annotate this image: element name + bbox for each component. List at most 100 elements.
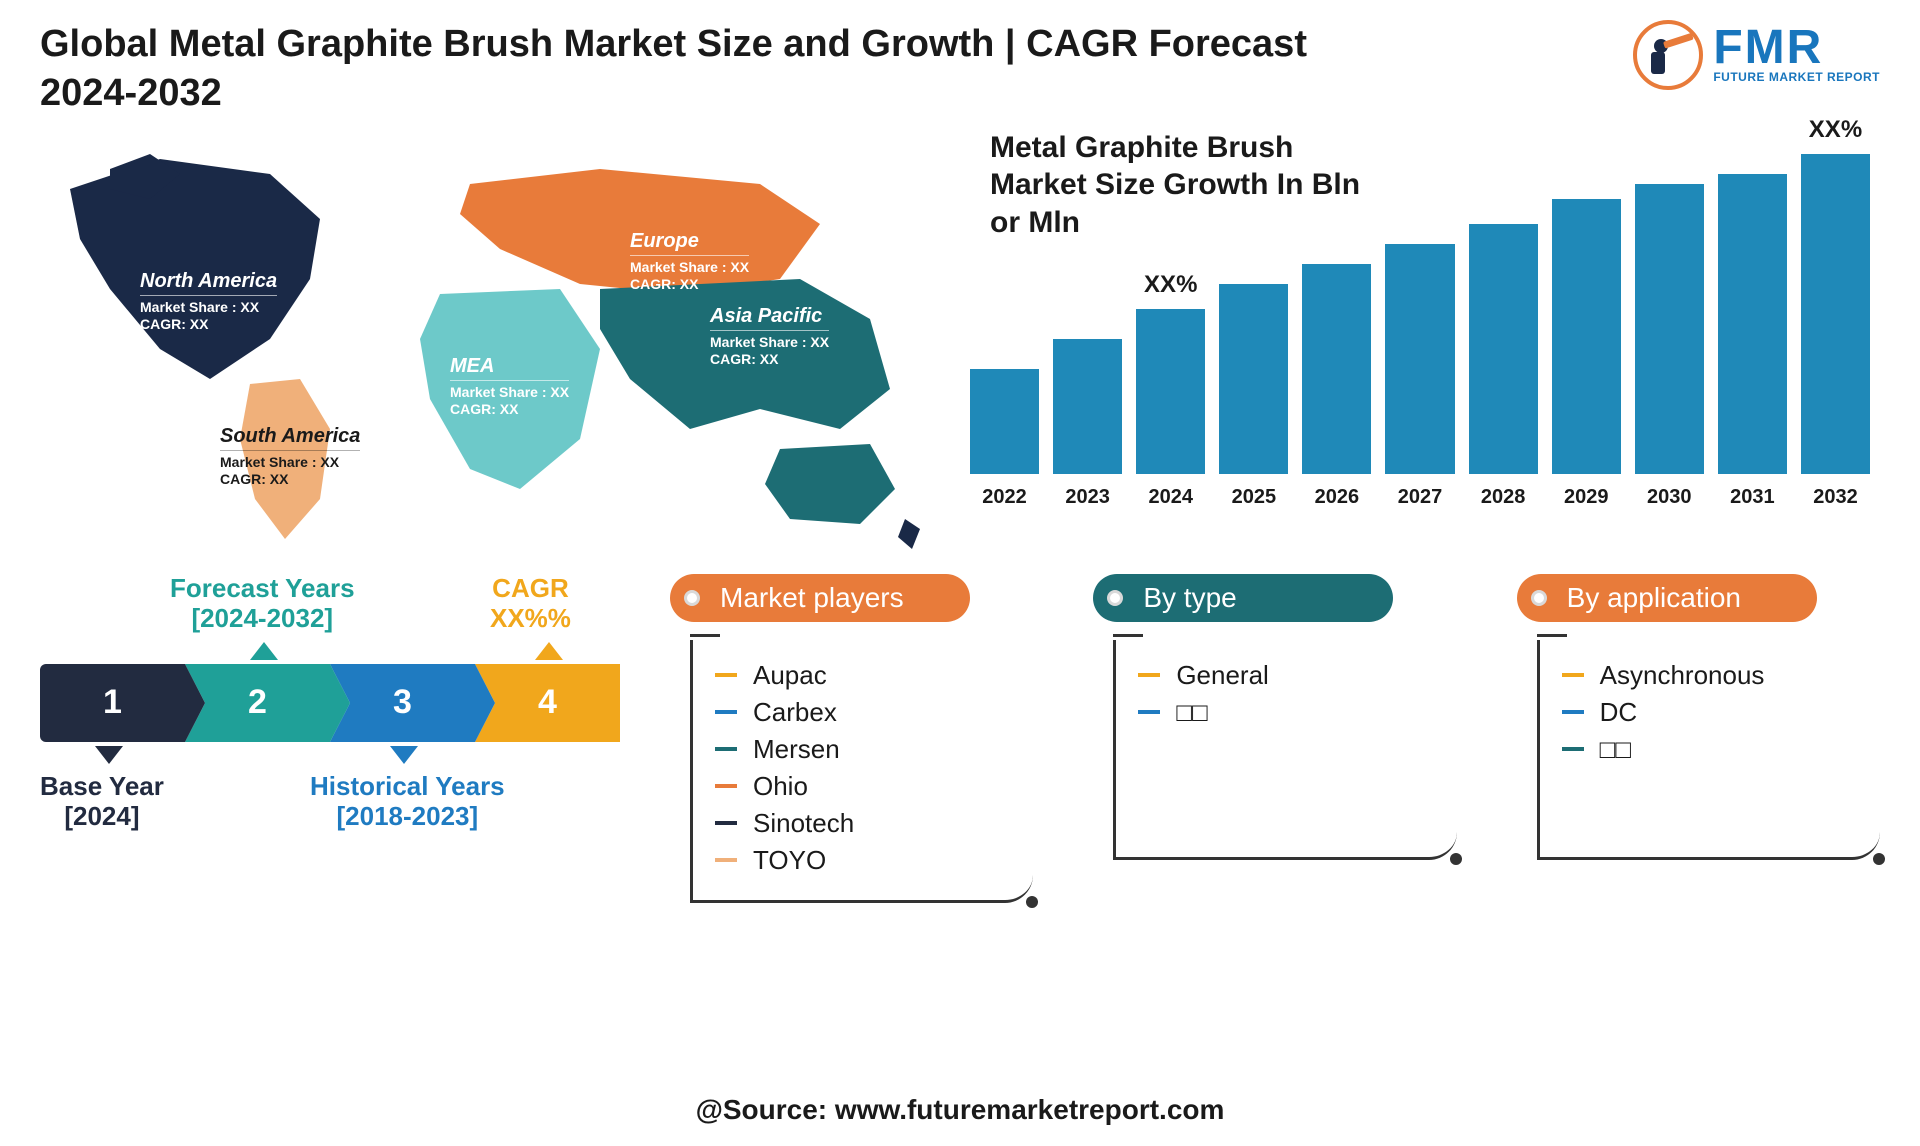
bar-year-label: 2027 (1398, 486, 1443, 509)
region-label: EuropeMarket Share : XXCAGR: XX (630, 229, 749, 293)
category-column: By typeGeneral□□ (1093, 574, 1456, 903)
region-cagr: CAGR: XX (140, 316, 208, 332)
step-number: 3 (393, 683, 412, 722)
timeline-block: 1234 Forecast Years[2024-2032]CAGRXX%%Ba… (40, 574, 620, 742)
historical-arrow-icon (390, 746, 418, 764)
region-share: Market Share : XX (140, 299, 259, 315)
bar-year-label: 2032 (1813, 486, 1858, 509)
category-column: By application Asynchronous DC □□ (1517, 574, 1880, 903)
category-item-label: □□ (1176, 697, 1207, 728)
bullet-icon (1562, 673, 1584, 677)
cagr-arrow-icon (535, 642, 563, 660)
bar-column: 2026 (1302, 264, 1371, 509)
bar-year-label: 2029 (1564, 486, 1609, 509)
category-item: Ohio (715, 771, 1013, 802)
bar (1635, 184, 1704, 474)
bullet-icon (715, 673, 737, 677)
region-share: Market Share : XX (450, 384, 569, 400)
bar-year-label: 2028 (1481, 486, 1526, 509)
bar-column: 2025 (1219, 284, 1288, 509)
pill-label: Market players (720, 582, 904, 614)
bullet-icon (1562, 747, 1584, 751)
region-cagr: CAGR: XX (710, 351, 778, 367)
pill-label: By type (1143, 582, 1236, 614)
timeline-step: 1 (40, 664, 185, 742)
bullet-icon (715, 784, 737, 788)
bar (1219, 284, 1288, 474)
timeline-step: 3 (330, 664, 475, 742)
page-title: Global Metal Graphite Brush Market Size … (40, 20, 1340, 119)
category-item-label: Aupac (753, 660, 827, 691)
bar (1136, 309, 1205, 474)
forecast-label: Forecast Years[2024-2032] (170, 574, 355, 634)
bar (1718, 174, 1787, 474)
region-label: MEAMarket Share : XXCAGR: XX (450, 354, 569, 418)
pill-label: By application (1567, 582, 1741, 614)
bar (1302, 264, 1371, 474)
region-share: Market Share : XX (710, 334, 829, 350)
bar-year-label: 2024 (1148, 486, 1193, 509)
pill-dot-icon (1107, 590, 1123, 606)
region-cagr: CAGR: XX (220, 471, 288, 487)
forecast-arrow-icon (250, 642, 278, 660)
bar-column: XX%2024 (1136, 309, 1205, 509)
bar-year-label: 2022 (982, 486, 1027, 509)
category-item: DC (1562, 697, 1860, 728)
category-pill: By type (1093, 574, 1393, 622)
bar (1053, 339, 1122, 474)
timeline-chevrons: 1 2 3 4 (40, 664, 620, 742)
bar (1469, 224, 1538, 474)
main-row: North AmericaMarket Share : XXCAGR: XX So… (40, 129, 1880, 549)
category-item-label: Mersen (753, 734, 840, 765)
region-label: South AmericaMarket Share : XXCAGR: XX (220, 424, 360, 488)
category-item: TOYO (715, 845, 1013, 876)
bar (1801, 154, 1870, 474)
category-item: Carbex (715, 697, 1013, 728)
bullet-icon (715, 858, 737, 862)
region-label: North AmericaMarket Share : XXCAGR: XX (140, 269, 277, 333)
category-item: Asynchronous (1562, 660, 1860, 691)
region-name: South America (220, 424, 360, 451)
category-item-label: □□ (1600, 734, 1631, 765)
cagr-label: CAGRXX%% (490, 574, 571, 634)
bullet-icon (715, 747, 737, 751)
category-item: Mersen (715, 734, 1013, 765)
bar-year-label: 2030 (1647, 486, 1692, 509)
bar-column: 2027 (1385, 244, 1454, 509)
category-item-label: Asynchronous (1600, 660, 1765, 691)
region-label: Asia Pacific Market Share : XXCAGR: XX (710, 304, 829, 368)
logo-main-text: FMR (1713, 26, 1880, 69)
timeline-step: 4 (475, 664, 620, 742)
brand-logo: FMR FUTURE MARKET REPORT (1633, 20, 1880, 90)
bullet-icon (1138, 710, 1160, 714)
bottom-row: 1234 Forecast Years[2024-2032]CAGRXX%%Ba… (40, 574, 1880, 903)
region-share: Market Share : XX (630, 259, 749, 275)
bar-column: 2030 (1635, 184, 1704, 509)
category-item-label: Ohio (753, 771, 808, 802)
historical-label: Historical Years[2018-2023] (310, 772, 505, 832)
bar-year-label: 2025 (1232, 486, 1277, 509)
category-item-label: Sinotech (753, 808, 854, 839)
category-item-label: TOYO (753, 845, 826, 876)
category-list: Asynchronous DC □□ (1537, 640, 1880, 860)
bullet-icon (715, 710, 737, 714)
pill-dot-icon (1531, 590, 1547, 606)
step-number: 2 (248, 683, 267, 722)
category-list: Aupac Carbex Mersen Ohio Sinotech TOYO (690, 640, 1033, 903)
category-pill: By application (1517, 574, 1817, 622)
category-item: □□ (1138, 697, 1436, 728)
step-number: 1 (103, 683, 122, 722)
region-name: Asia Pacific (710, 304, 829, 331)
header: Global Metal Graphite Brush Market Size … (40, 20, 1880, 119)
region-name: Europe (630, 229, 749, 256)
region-cagr: CAGR: XX (450, 401, 518, 417)
bar-column: 2022 (970, 369, 1039, 509)
category-item-label: DC (1600, 697, 1638, 728)
bars-container: 20222023XX%20242025202620272028202920302… (970, 179, 1870, 509)
world-map: North AmericaMarket Share : XXCAGR: XX So… (40, 129, 940, 549)
bar (1385, 244, 1454, 474)
bar (970, 369, 1039, 474)
category-pill: Market players (670, 574, 970, 622)
bar-year-label: 2031 (1730, 486, 1775, 509)
category-item: □□ (1562, 734, 1860, 765)
